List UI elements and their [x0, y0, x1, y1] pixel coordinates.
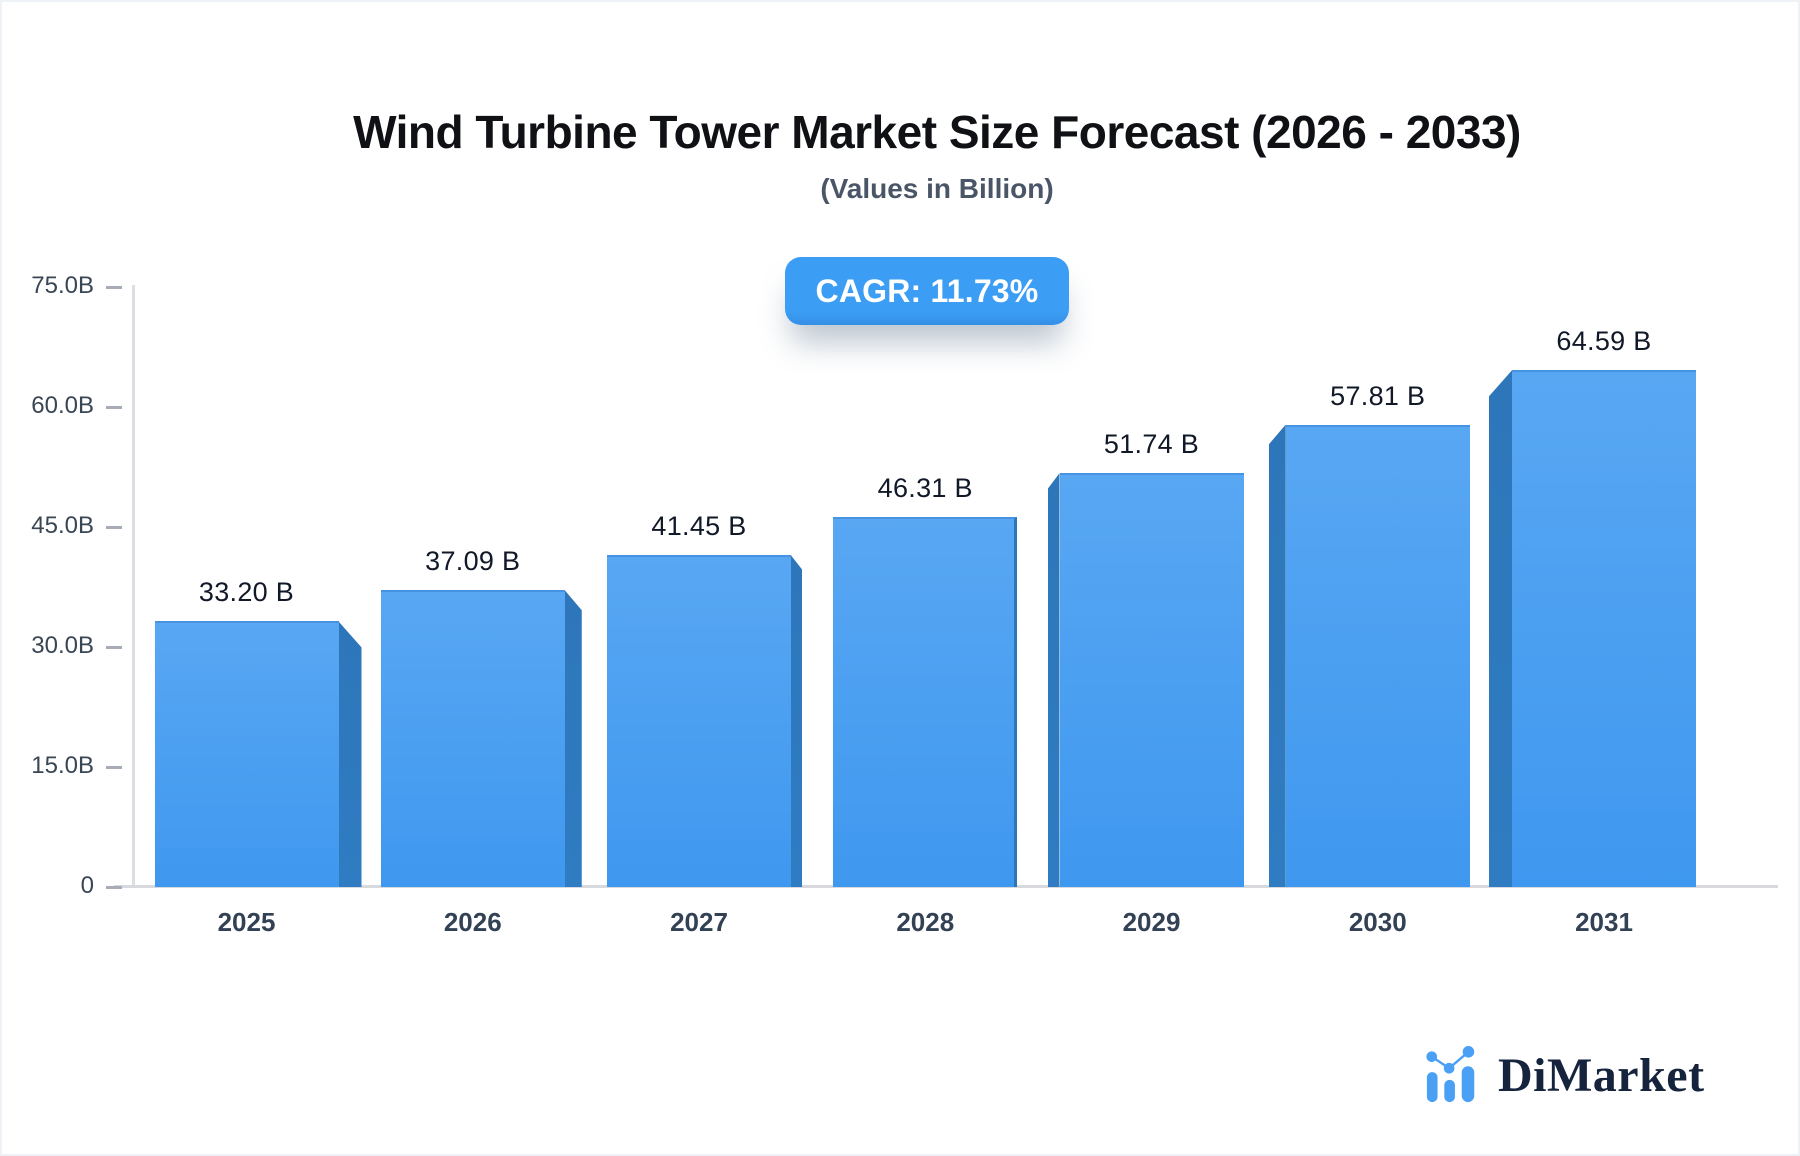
logo-text: DiMarket: [1498, 1049, 1705, 1102]
bar[interactable]: [154, 621, 339, 887]
logo: DiMarket: [1424, 1046, 1705, 1104]
x-axis-label: 2031: [1575, 907, 1633, 937]
bar-side-face: [791, 555, 802, 887]
bar-side-face: [1047, 473, 1060, 887]
y-axis-tick: [106, 406, 122, 409]
bar-value-label: 46.31 B: [877, 472, 973, 503]
y-axis-label: 0: [80, 872, 94, 899]
y-axis-line: [132, 285, 135, 888]
chart-title: Wind Turbine Tower Market Size Forecast …: [353, 106, 1521, 158]
bar-side-face: [338, 621, 362, 887]
bar-side-face: [564, 590, 582, 887]
cagr-badge: CAGR: 11.73%: [785, 257, 1069, 325]
bar-value-label: 51.74 B: [1103, 429, 1200, 460]
y-axis-tick: [106, 286, 122, 289]
bar-line-chart-icon: [1426, 1046, 1475, 1103]
bar[interactable]: [1285, 424, 1470, 887]
bar-value-label: 37.09 B: [425, 546, 521, 577]
y-axis-label: 15.0B: [31, 752, 94, 779]
y-axis-label: 30.0B: [31, 632, 94, 659]
bar[interactable]: [380, 590, 565, 887]
y-axis-label: 75.0B: [31, 272, 94, 299]
bar-value-label: 64.59 B: [1556, 326, 1652, 357]
y-axis-label: 60.0B: [31, 392, 94, 419]
bar-side-face: [1489, 370, 1512, 887]
y-axis-tick: [106, 886, 122, 889]
y-axis-tick: [106, 646, 122, 649]
x-axis-label: 2029: [1122, 907, 1181, 937]
bar[interactable]: [833, 516, 1018, 887]
y-axis-label: 45.0B: [31, 512, 94, 539]
bar-side-face: [1268, 424, 1286, 887]
bar-value-label: 41.45 B: [651, 511, 747, 542]
cagr-badge-label: CAGR: 11.73%: [815, 272, 1039, 309]
y-axis-tick: [106, 526, 122, 529]
chart-header: Wind Turbine Tower Market Size Forecast …: [76, 2, 1798, 205]
bar[interactable]: [607, 555, 791, 887]
x-axis-label: 2028: [896, 907, 955, 937]
bar-value-label: 33.20 B: [198, 577, 295, 608]
x-axis-label: 2026: [443, 907, 502, 937]
x-axis-label: 2027: [670, 907, 728, 937]
x-axis-label: 2030: [1348, 907, 1407, 937]
y-axis-tick: [106, 766, 122, 769]
chart-subtitle: (Values in Billion): [820, 172, 1054, 204]
bar[interactable]: [1512, 370, 1696, 887]
bar[interactable]: [1059, 473, 1244, 887]
x-axis-label: 2025: [217, 907, 276, 937]
bar-value-label: 57.81 B: [1330, 380, 1426, 411]
